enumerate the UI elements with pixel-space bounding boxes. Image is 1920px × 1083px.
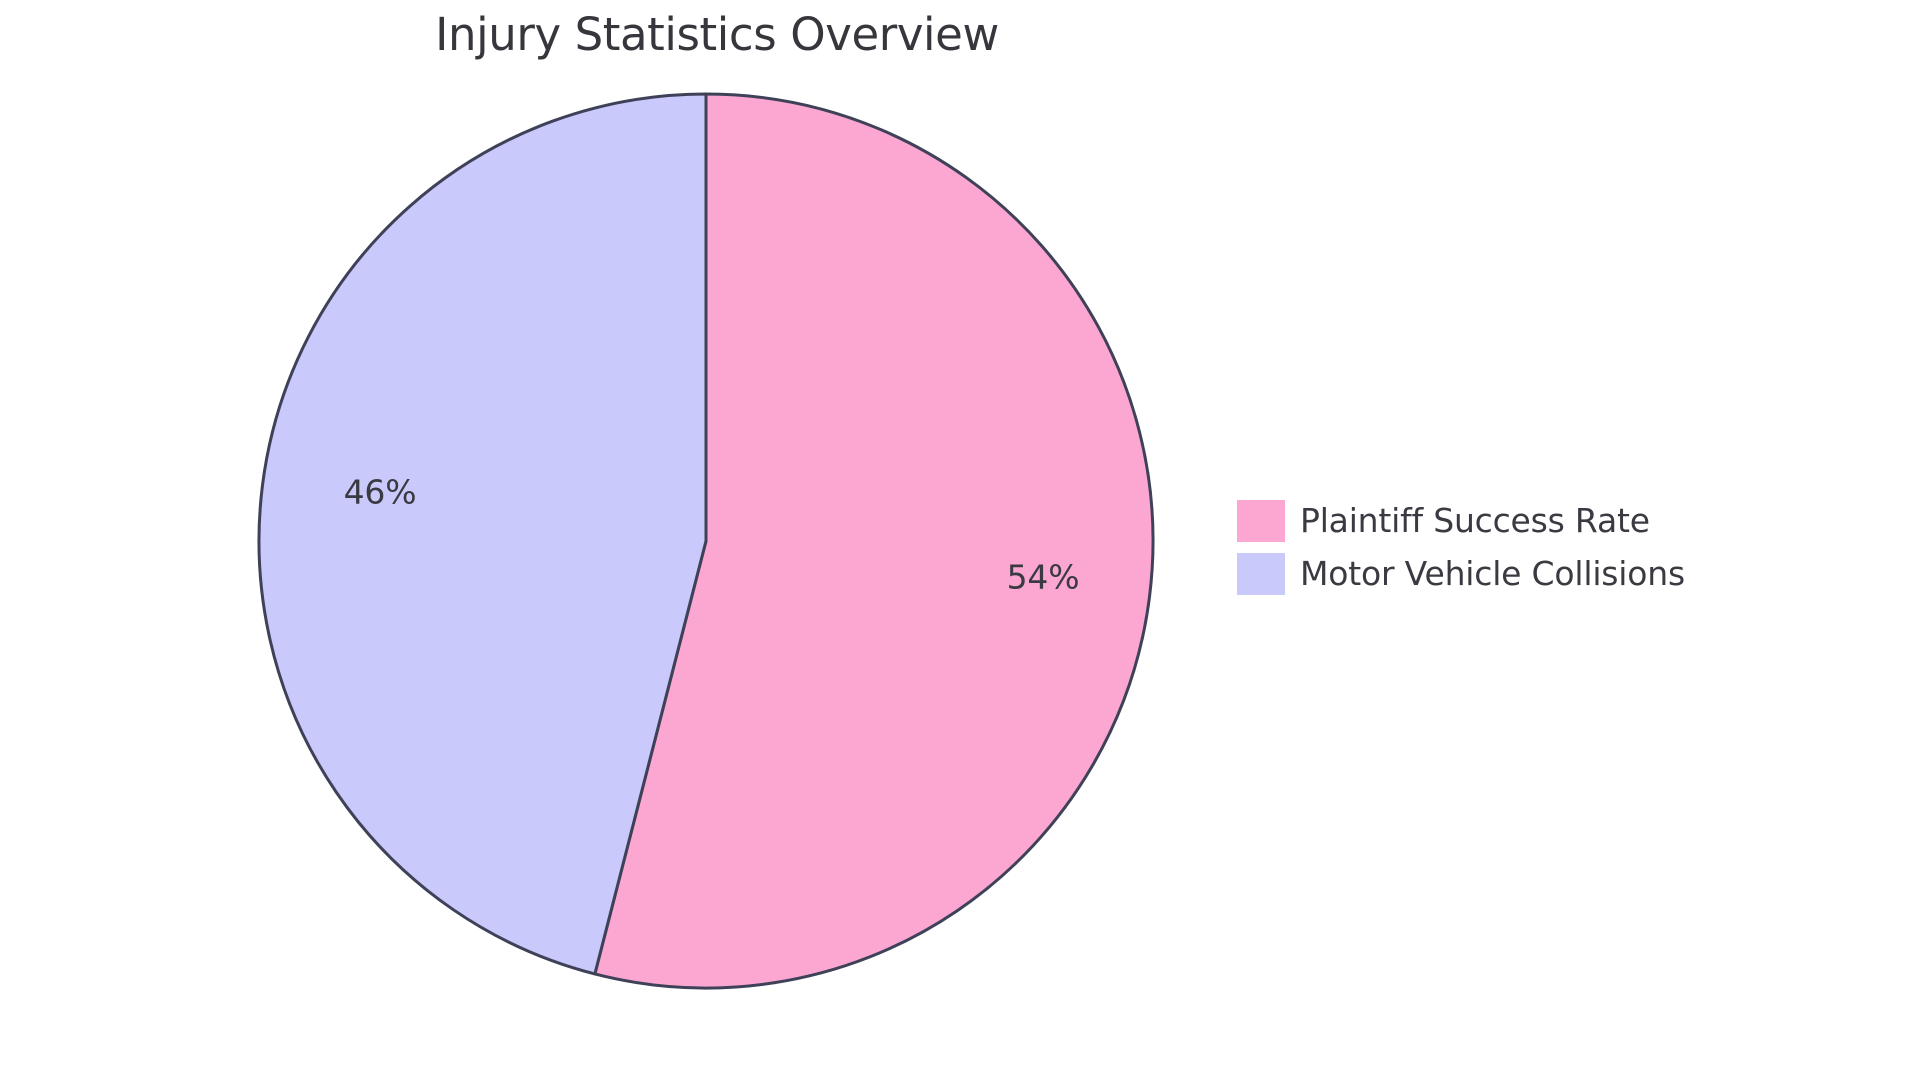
legend-item-motor-vehicle-collisions[interactable]: Motor Vehicle Collisions [1237,547,1707,600]
pie-slice-percent-label: 54% [1007,558,1080,597]
pie-slices-group [257,92,1155,990]
pie-slice[interactable] [593,92,1155,990]
legend-item-plaintiff-success-rate[interactable]: Plaintiff Success Rate [1237,494,1707,547]
chart-title: Injury Statistics Overview [435,8,999,61]
pie-svg: 54% 46% [257,92,1155,990]
pie-slice-labels-group: 54% 46% [344,473,1080,597]
legend-item-label: Motor Vehicle Collisions [1300,554,1685,593]
legend-swatch-icon [1237,552,1285,595]
legend-swatch-icon [1237,499,1285,542]
pie-slice-percent-label: 46% [344,473,417,512]
chart-legend: Plaintiff Success Rate Motor Vehicle Col… [1237,494,1707,600]
legend-item-label: Plaintiff Success Rate [1300,501,1650,540]
pie-slice[interactable] [257,92,708,976]
pie-plot-area: 54% 46% [257,92,1155,990]
